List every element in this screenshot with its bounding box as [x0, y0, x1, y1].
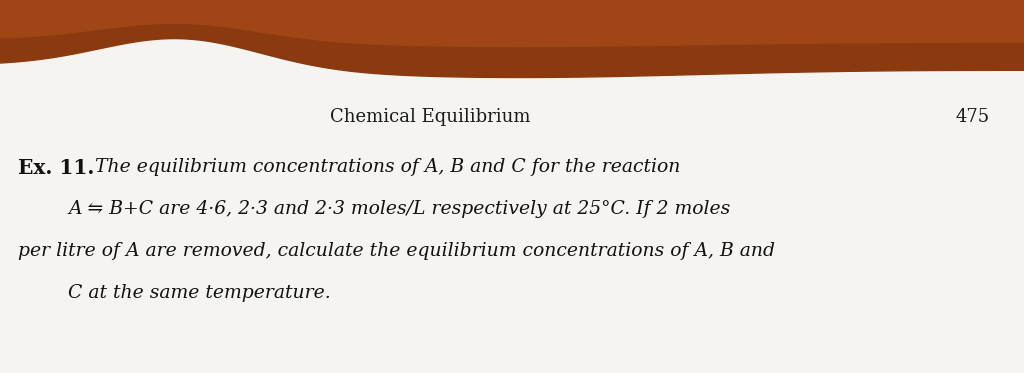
- Text: per litre of A are removed, calculate the equilibrium concentrations of A, B and: per litre of A are removed, calculate th…: [18, 242, 775, 260]
- Text: Chemical Equilibrium: Chemical Equilibrium: [330, 108, 530, 126]
- Text: The equilibrium concentrations of A, B and C for the reaction: The equilibrium concentrations of A, B a…: [95, 158, 680, 176]
- Text: A ⇋ B+C are 4·6, 2·3 and 2·3 moles/L respectively at 25°C. If 2 moles: A ⇋ B+C are 4·6, 2·3 and 2·3 moles/L res…: [68, 200, 730, 218]
- Text: 475: 475: [955, 108, 990, 126]
- Polygon shape: [0, 0, 1024, 47]
- Text: C at the same temperature.: C at the same temperature.: [68, 284, 331, 302]
- Text: Ex. 11.: Ex. 11.: [18, 158, 94, 178]
- Polygon shape: [0, 0, 1024, 78]
